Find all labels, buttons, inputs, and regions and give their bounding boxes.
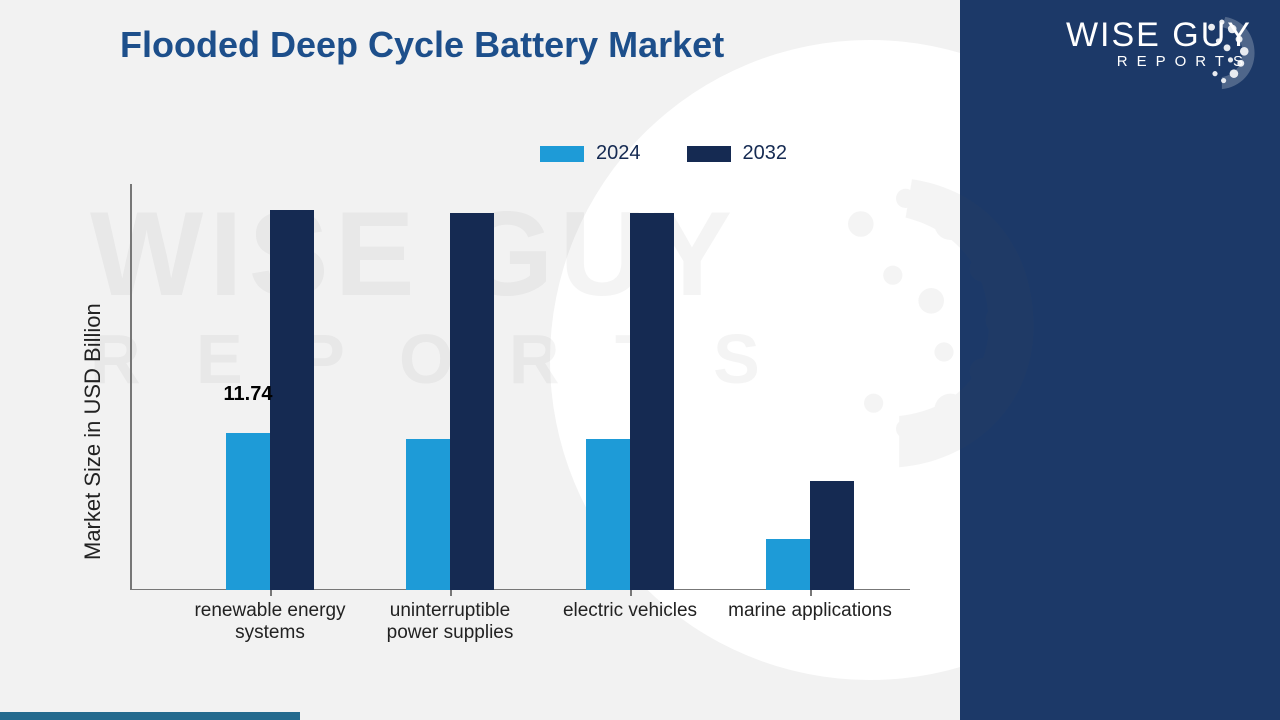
legend-item: 2024 <box>540 142 641 165</box>
stage: WISE GUY R E P O R T S WISE GUY REPORTS … <box>0 0 1280 720</box>
x-tick <box>450 590 452 596</box>
x-tick <box>270 590 272 596</box>
value-label: 11.74 <box>224 383 273 406</box>
bar <box>270 210 314 590</box>
legend-item: 2032 <box>687 142 788 165</box>
y-axis-line <box>130 184 132 590</box>
chart-title: Flooded Deep Cycle Battery Market <box>120 24 724 66</box>
brand-logo: WISE GUY REPORTS <box>1066 18 1252 69</box>
bar <box>586 439 630 590</box>
bar <box>450 213 494 590</box>
legend-label: 2032 <box>743 142 788 165</box>
x-tick <box>630 590 632 596</box>
bar <box>810 481 854 590</box>
bar <box>226 433 270 590</box>
x-tick <box>810 590 812 596</box>
legend-swatch <box>687 146 731 162</box>
category-label: uninterruptible power supplies <box>365 590 535 644</box>
bar <box>766 539 810 590</box>
category-label: renewable energy systems <box>185 590 355 644</box>
bar <box>630 213 674 590</box>
legend-label: 2024 <box>596 142 641 165</box>
legend: 2024 2032 <box>540 142 787 165</box>
y-axis-label: Market Size in USD Billion <box>80 303 106 560</box>
bottom-accent-bar <box>0 712 300 720</box>
legend-swatch <box>540 146 584 162</box>
logo-head-icon <box>1172 10 1258 96</box>
bar <box>406 439 450 590</box>
plot-area: renewable energy systemsuninterruptible … <box>130 190 910 590</box>
